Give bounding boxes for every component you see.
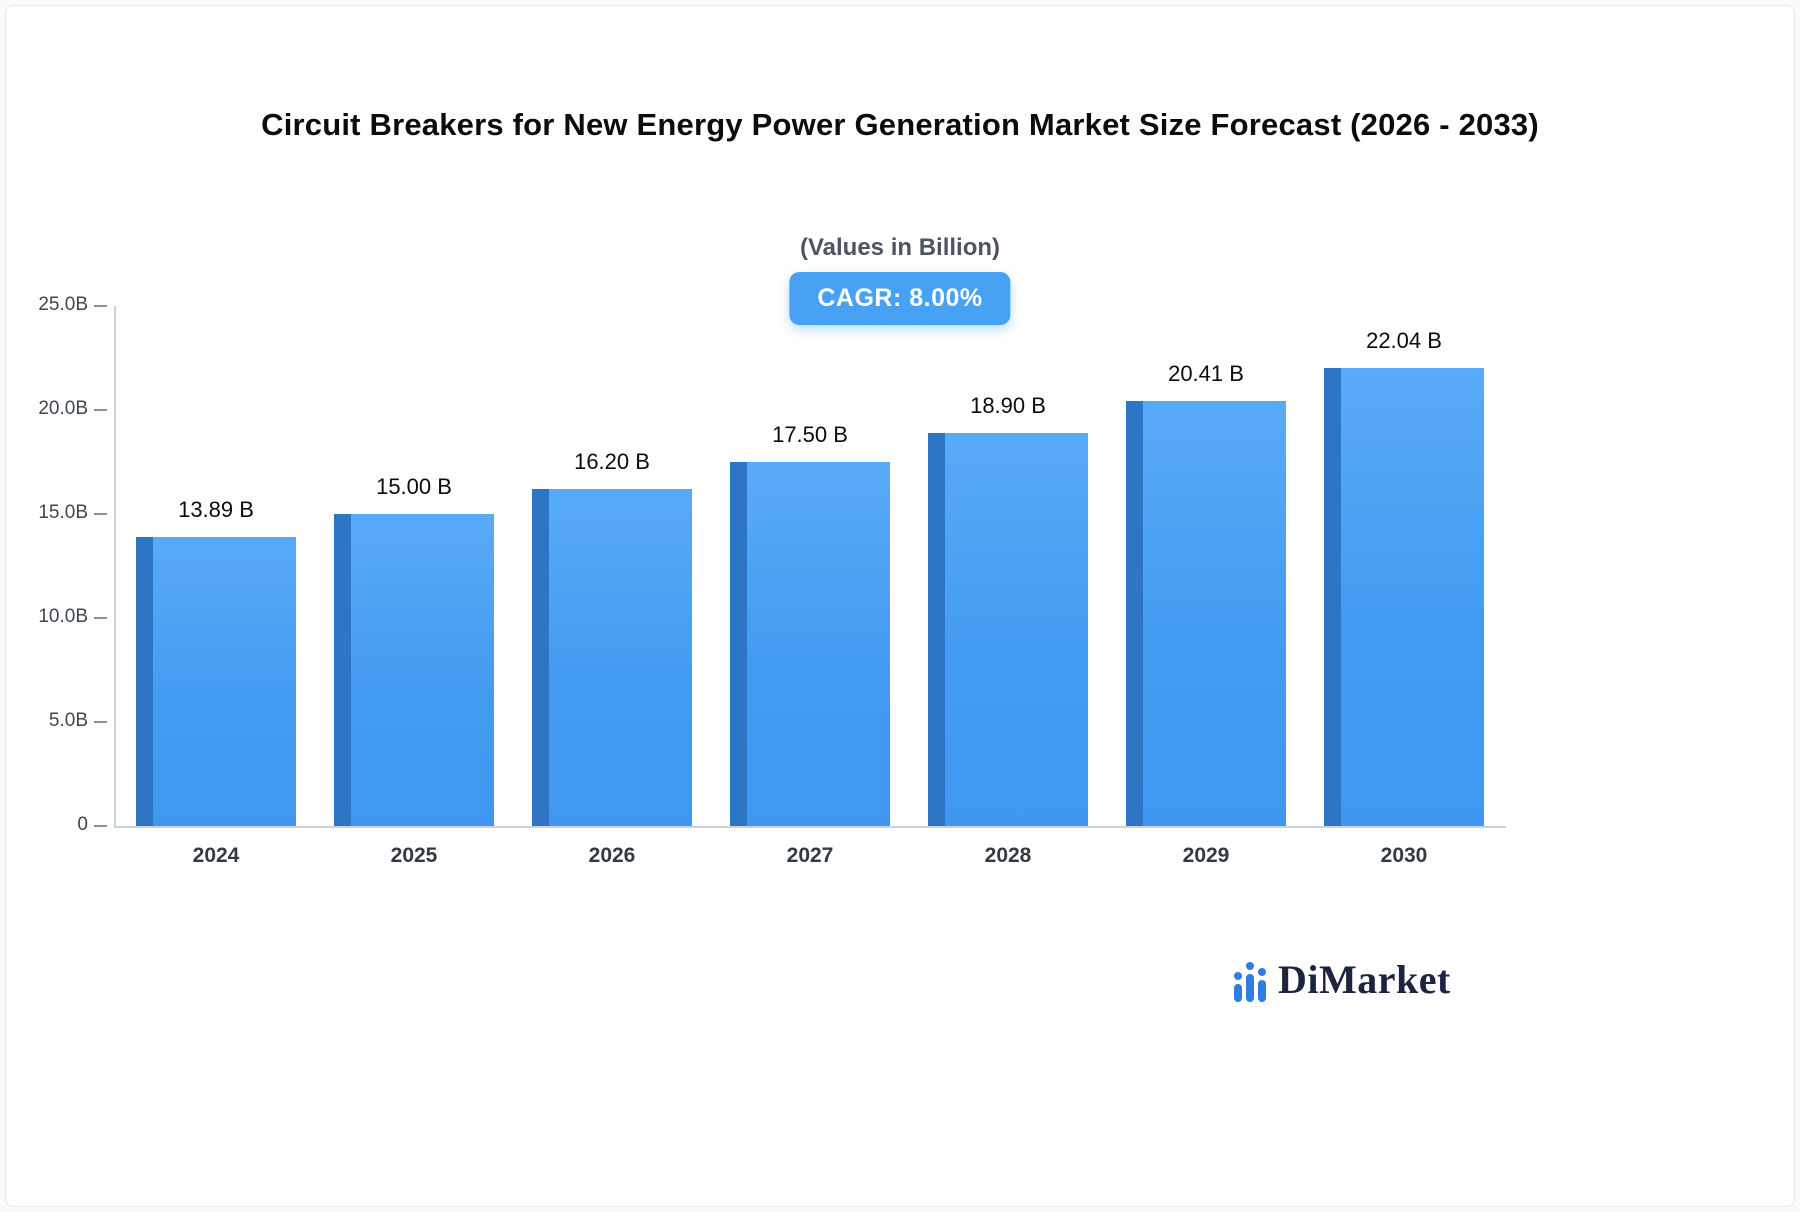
brand-name: DiMarket (1278, 957, 1451, 1002)
bar-2025 (334, 514, 494, 826)
y-axis-tick-mark (94, 617, 107, 619)
y-axis-tick-label: 20.0B (38, 398, 88, 419)
bar-chart-plot-area: 25.0B 20.0B 15.0B 10.0B 5.0B 0 13.89 B 2024 15.0… (6, 6, 1794, 1206)
bar-front-face (549, 489, 692, 826)
x-axis-tick-label: 2030 (1380, 844, 1428, 867)
y-axis-tick-mark (94, 513, 107, 515)
bar-side-face (136, 537, 153, 826)
y-axis-line (114, 306, 116, 826)
bar-front-face (747, 462, 890, 826)
y-axis-tick-mark (94, 305, 107, 307)
logo-bar-left (1234, 971, 1242, 1002)
x-axis-tick-label: 2029 (1182, 844, 1230, 867)
bar-2027 (730, 462, 890, 826)
bar-2028 (928, 433, 1088, 826)
y-axis-tick-label: 10.0B (38, 606, 88, 627)
bar-side-face (1324, 368, 1341, 826)
bar-value-label: 18.90 B (970, 393, 1046, 418)
cagr-badge: CAGR: 8.00% (789, 272, 1011, 325)
bar-front-face (351, 514, 494, 826)
bar-2024 (136, 537, 296, 826)
bar-front-face (1341, 368, 1484, 826)
y-axis-tick-label: 25.0B (38, 294, 88, 315)
bar-front-face (1143, 401, 1286, 826)
x-axis-tick-label: 2024 (192, 844, 240, 867)
brand-logo: DiMarket (1234, 956, 1451, 1003)
bar-value-label: 15.00 B (376, 474, 452, 499)
bar-side-face (334, 514, 351, 826)
x-axis-tick-label: 2025 (390, 844, 438, 867)
bar-2029 (1126, 401, 1286, 826)
x-axis-tick-label: 2026 (588, 844, 636, 867)
y-axis-tick-label: 5.0B (48, 710, 88, 731)
logo-bar-middle (1246, 961, 1254, 1002)
y-axis-tick-mark (94, 721, 107, 723)
bar-side-face (928, 433, 945, 826)
bar-value-label: 17.50 B (772, 422, 848, 447)
x-axis-tick-label: 2027 (786, 844, 834, 867)
bar-value-label: 20.41 B (1168, 361, 1244, 386)
y-axis-tick-label: 0 (77, 814, 88, 835)
bar-front-face (945, 433, 1088, 826)
y-axis-tick-label: 15.0B (38, 502, 88, 523)
logo-bar-right (1258, 967, 1266, 1002)
chart-card: Circuit Breakers for New Energy Power Ge… (5, 5, 1795, 1207)
chart-subtitle: (Values in Billion) (799, 234, 1001, 261)
bar-side-face (730, 462, 747, 826)
bar-side-face (532, 489, 549, 826)
bar-value-label: 22.04 B (1366, 328, 1442, 353)
x-axis-tick-label: 2028 (984, 844, 1032, 867)
bar-side-face (1126, 401, 1143, 826)
bar-2026 (532, 489, 692, 826)
y-axis-tick-mark (94, 409, 107, 411)
x-axis-line (114, 826, 1506, 828)
y-axis-tick-mark (94, 825, 107, 827)
bar-front-face (153, 537, 296, 826)
bar-value-label: 16.20 B (574, 449, 650, 474)
bar-2030 (1324, 368, 1484, 826)
bar-value-label: 13.89 B (178, 497, 254, 522)
dimarket-logo-icon (1234, 958, 1266, 1002)
chart-title: Circuit Breakers for New Energy Power Ge… (261, 107, 1539, 142)
